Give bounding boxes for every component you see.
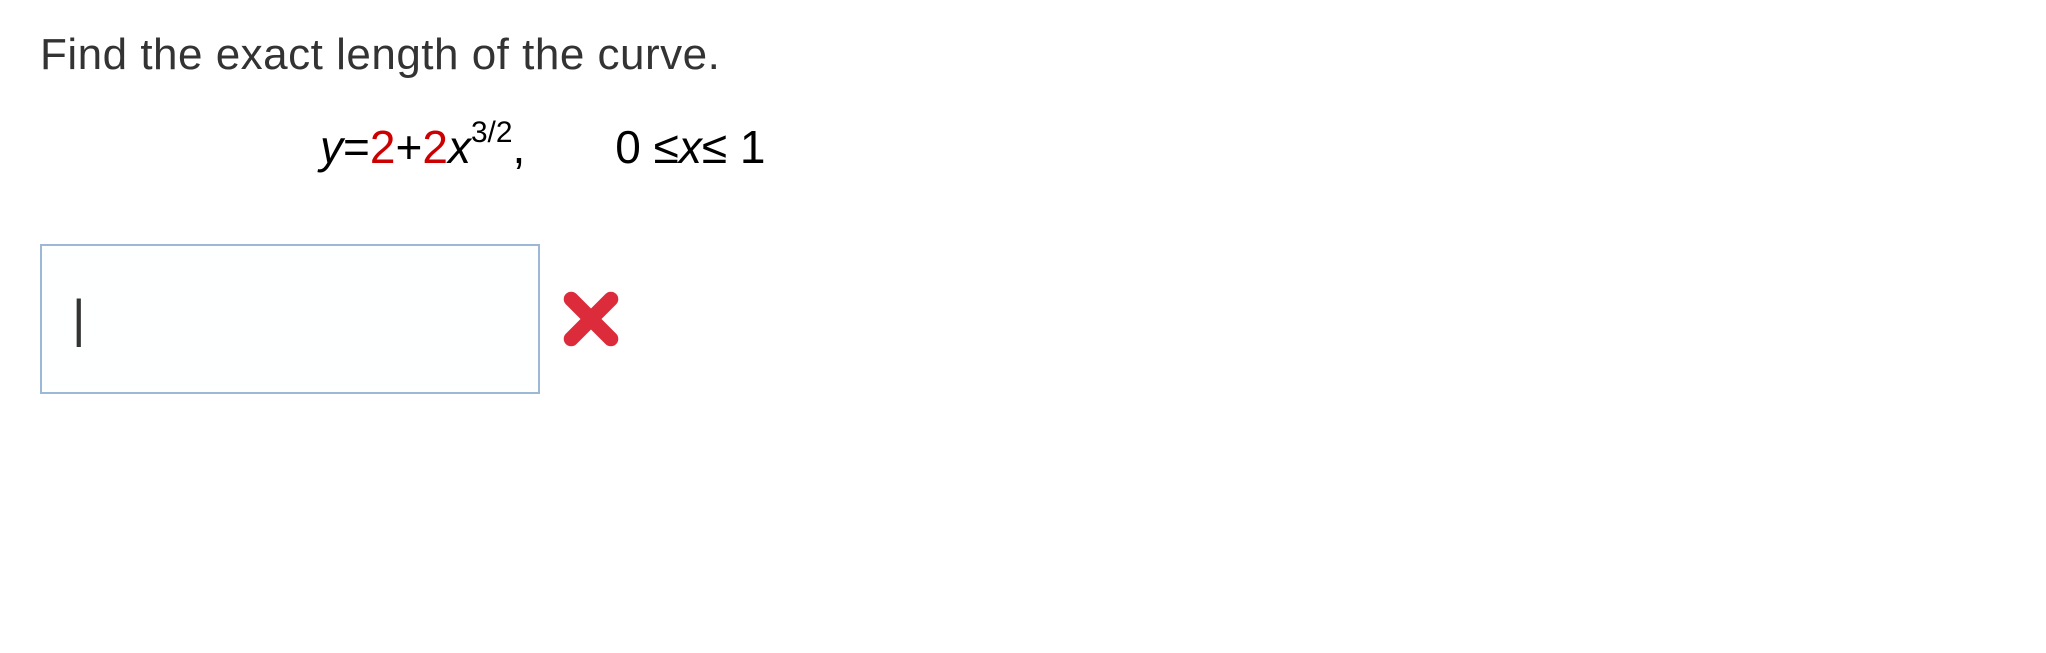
domain-right: ≤ 1 [702,120,766,174]
equation-plus: + [395,120,422,174]
equation: y = 2 + 2 x 3/2 , 0 ≤ x ≤ 1 [320,120,2006,174]
domain-variable: x [679,120,702,174]
answer-row [40,244,2006,394]
equation-coefficient: 2 [422,120,448,174]
equation-exponent: 3/2 [471,116,513,150]
wrong-icon [560,288,622,350]
answer-input[interactable] [40,244,540,394]
equation-constant-1: 2 [370,120,396,174]
equation-equals: = [343,120,370,174]
question-prompt: Find the exact length of the curve. [40,30,2006,80]
equation-comma: , [513,120,526,174]
domain-left: 0 ≤ [615,120,679,174]
equation-lhs-variable: y [320,120,343,174]
equation-variable-x: x [448,120,471,174]
